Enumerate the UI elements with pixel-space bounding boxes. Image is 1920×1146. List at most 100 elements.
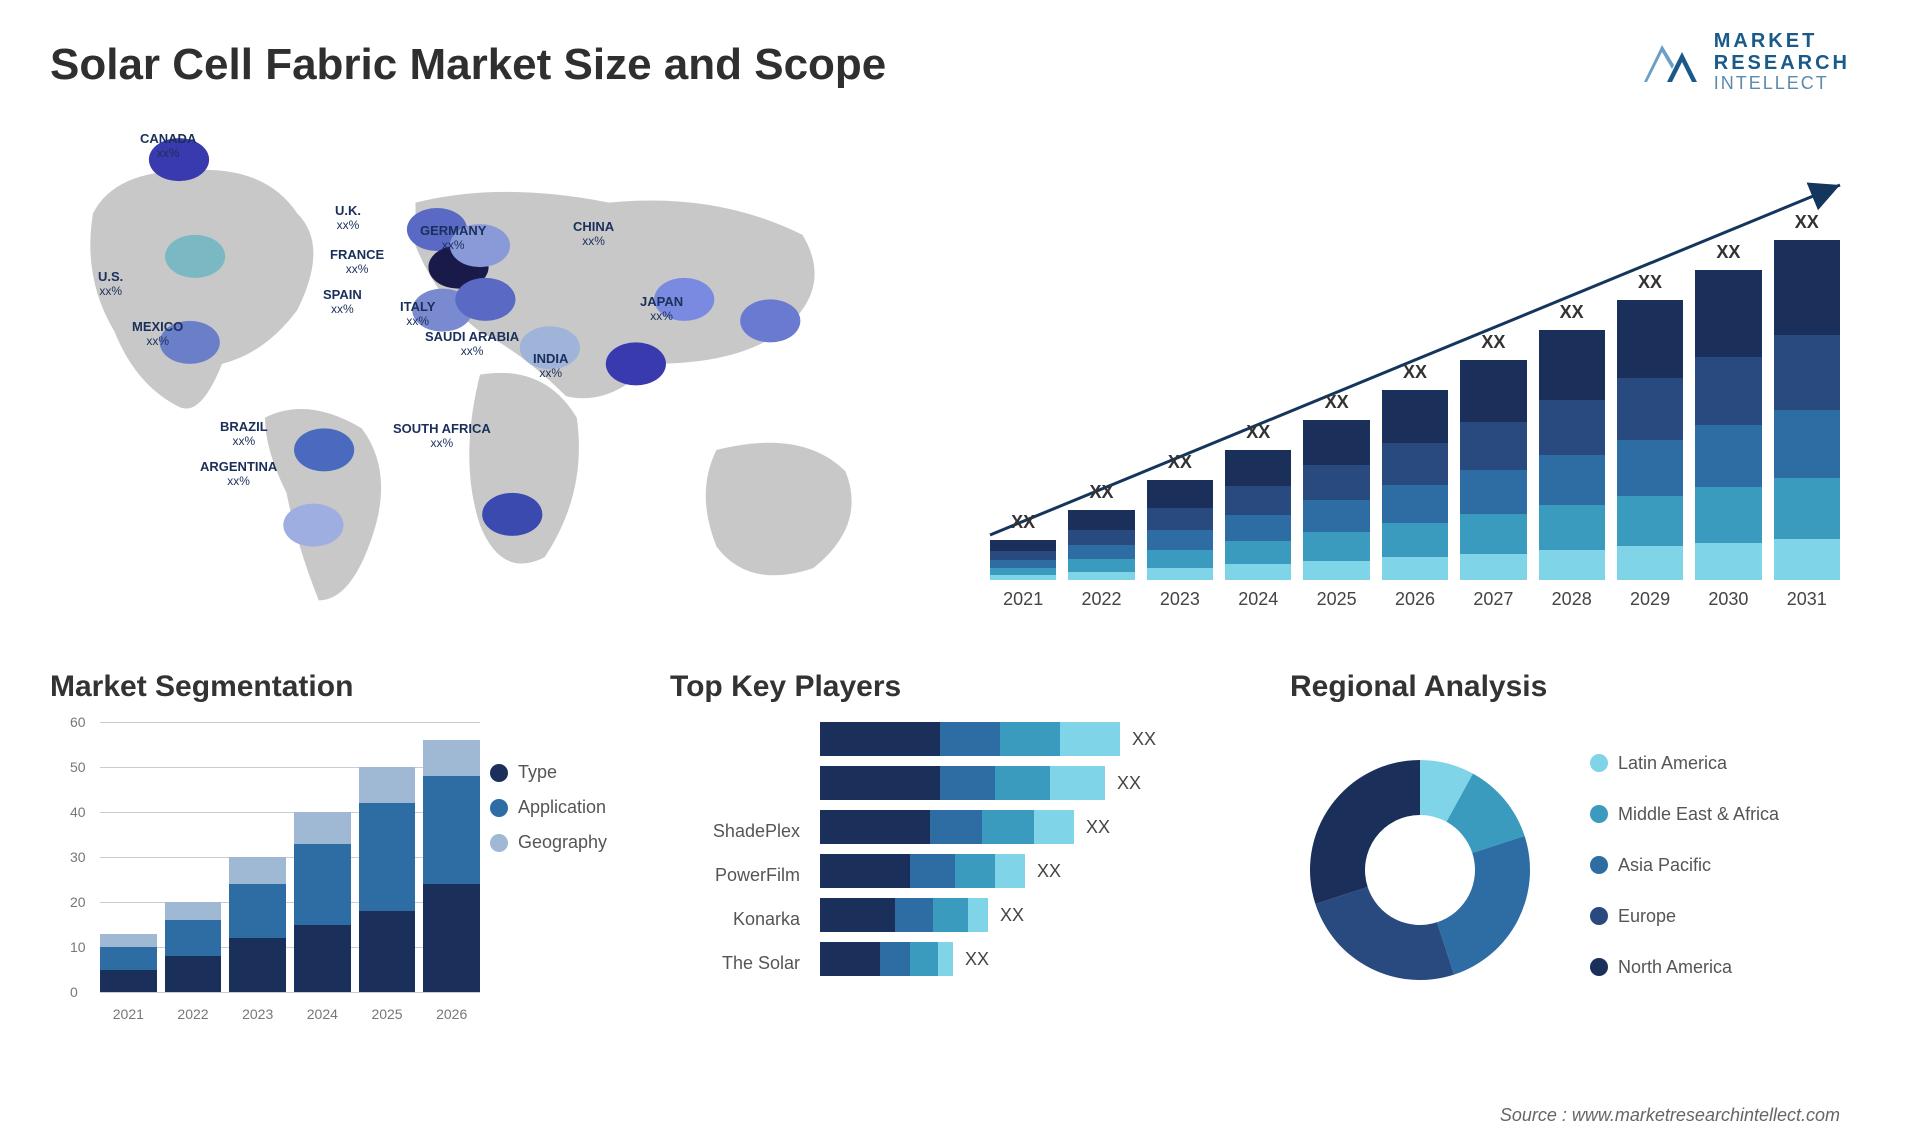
kp-seg bbox=[880, 942, 910, 976]
map-label-u-k-: U.K.xx% bbox=[335, 204, 361, 233]
regional-panel: Regional Analysis Latin America Middle Ea… bbox=[1290, 670, 1870, 1070]
main-bar-seg bbox=[1303, 420, 1369, 465]
seg-bar-seg bbox=[100, 934, 157, 948]
kp-seg bbox=[820, 898, 895, 932]
kp-seg bbox=[1050, 766, 1105, 800]
map-country-u-s- bbox=[165, 235, 225, 278]
key-players-title: Top Key Players bbox=[670, 670, 1250, 704]
main-bar-2026: XX bbox=[1382, 390, 1448, 580]
region-label: Asia Pacific bbox=[1618, 855, 1711, 876]
gridline bbox=[100, 992, 480, 993]
logo-line2: RESEARCH bbox=[1714, 52, 1850, 74]
seg-bar-seg bbox=[294, 844, 351, 925]
seg-year-label: 2021 bbox=[100, 1006, 157, 1022]
main-bar-year: 2021 bbox=[990, 589, 1056, 610]
map-country-south-africa bbox=[482, 493, 542, 536]
map-svg bbox=[50, 120, 910, 640]
main-bar-value: XX bbox=[1246, 422, 1270, 443]
main-bar-seg bbox=[1460, 554, 1526, 580]
kp-company-label: The Solar bbox=[670, 946, 800, 980]
donut-slice bbox=[1437, 836, 1530, 975]
main-bar-seg bbox=[990, 560, 1056, 568]
donut-slice bbox=[1315, 886, 1454, 979]
main-bar-seg bbox=[1225, 541, 1291, 564]
main-bar-year: 2029 bbox=[1617, 589, 1683, 610]
y-tick-label: 30 bbox=[70, 849, 86, 865]
swatch bbox=[1590, 754, 1608, 772]
main-bar-seg bbox=[1695, 487, 1761, 543]
seg-bar-2022 bbox=[165, 902, 222, 992]
map-label-france: FRANCExx% bbox=[330, 248, 384, 277]
seg-bar-seg bbox=[423, 740, 480, 776]
legend-label: Application bbox=[518, 797, 606, 818]
region-legend-item: Middle East & Africa bbox=[1590, 804, 1779, 825]
main-bar-seg bbox=[1774, 240, 1840, 335]
main-bar-seg bbox=[1147, 550, 1213, 568]
main-bar-seg bbox=[1539, 330, 1605, 400]
kp-value: XX bbox=[1086, 817, 1110, 838]
seg-bar-2023 bbox=[229, 857, 286, 992]
main-bar-seg bbox=[990, 568, 1056, 575]
donut-slice bbox=[1310, 760, 1420, 904]
map-label-argentina: ARGENTINAxx% bbox=[200, 460, 277, 489]
main-bar-seg bbox=[1068, 572, 1134, 580]
main-bar-seg bbox=[1147, 508, 1213, 530]
region-legend-item: Latin America bbox=[1590, 753, 1779, 774]
main-bar-seg bbox=[1460, 422, 1526, 470]
source-text: Source : www.marketresearchintellect.com bbox=[1500, 1105, 1840, 1126]
kp-seg bbox=[933, 898, 968, 932]
kp-value: XX bbox=[1132, 729, 1156, 750]
kp-seg bbox=[820, 810, 930, 844]
main-bar-year: 2028 bbox=[1539, 589, 1605, 610]
regional-title: Regional Analysis bbox=[1290, 670, 1870, 704]
main-bar-seg bbox=[1147, 530, 1213, 550]
main-bar-seg bbox=[1460, 470, 1526, 514]
main-bar-seg bbox=[1539, 505, 1605, 550]
kp-seg bbox=[940, 766, 995, 800]
region-label: Middle East & Africa bbox=[1618, 804, 1779, 825]
main-bar-seg bbox=[1147, 480, 1213, 508]
main-bar-value: XX bbox=[1325, 392, 1349, 413]
kp-seg bbox=[820, 942, 880, 976]
main-bar-2028: XX bbox=[1539, 330, 1605, 580]
main-bar-seg bbox=[1382, 557, 1448, 580]
swatch bbox=[1590, 805, 1608, 823]
main-bar-2022: XX bbox=[1068, 510, 1134, 580]
main-bar-value: XX bbox=[1716, 242, 1740, 263]
map-label-india: INDIAxx% bbox=[533, 352, 568, 381]
main-bar-seg bbox=[1617, 300, 1683, 378]
main-bar-seg bbox=[1068, 559, 1134, 572]
main-bar-2029: XX bbox=[1617, 300, 1683, 580]
main-bar-2023: XX bbox=[1147, 480, 1213, 580]
main-bar-seg bbox=[1382, 485, 1448, 523]
seg-bar-2025 bbox=[359, 767, 416, 992]
map-label-saudi-arabia: SAUDI ARABIAxx% bbox=[425, 330, 519, 359]
kp-company-label: PowerFilm bbox=[670, 858, 800, 892]
kp-seg bbox=[1034, 810, 1074, 844]
seg-bar-seg bbox=[229, 857, 286, 884]
logo-line1: MARKET bbox=[1714, 30, 1850, 52]
kp-seg bbox=[938, 942, 953, 976]
main-bar-seg bbox=[1617, 378, 1683, 440]
map-label-germany: GERMANYxx% bbox=[420, 224, 486, 253]
map-label-china: CHINAxx% bbox=[573, 220, 614, 249]
main-bar-value: XX bbox=[1638, 272, 1662, 293]
kp-row: XX bbox=[820, 810, 1250, 844]
main-bar-seg bbox=[1068, 510, 1134, 530]
main-bar-chart: XXXXXXXXXXXXXXXXXXXXXX 20212022202320242… bbox=[970, 120, 1870, 640]
main-bar-seg bbox=[1382, 523, 1448, 557]
region-label: North America bbox=[1618, 957, 1732, 978]
seg-bar-seg bbox=[229, 938, 286, 992]
main-bar-seg bbox=[1695, 425, 1761, 487]
logo-line3: INTELLECT bbox=[1714, 74, 1850, 94]
map-label-italy: ITALYxx% bbox=[400, 300, 435, 329]
main-bar-seg bbox=[1225, 486, 1291, 515]
seg-bar-2026 bbox=[423, 740, 480, 992]
map-label-canada: CANADAxx% bbox=[140, 132, 196, 161]
kp-row: XX bbox=[820, 722, 1250, 756]
region-legend-item: Europe bbox=[1590, 906, 1779, 927]
main-bar-seg bbox=[1303, 561, 1369, 580]
kp-seg bbox=[1060, 722, 1120, 756]
main-bar-year: 2022 bbox=[1068, 589, 1134, 610]
seg-year-label: 2023 bbox=[229, 1006, 286, 1022]
